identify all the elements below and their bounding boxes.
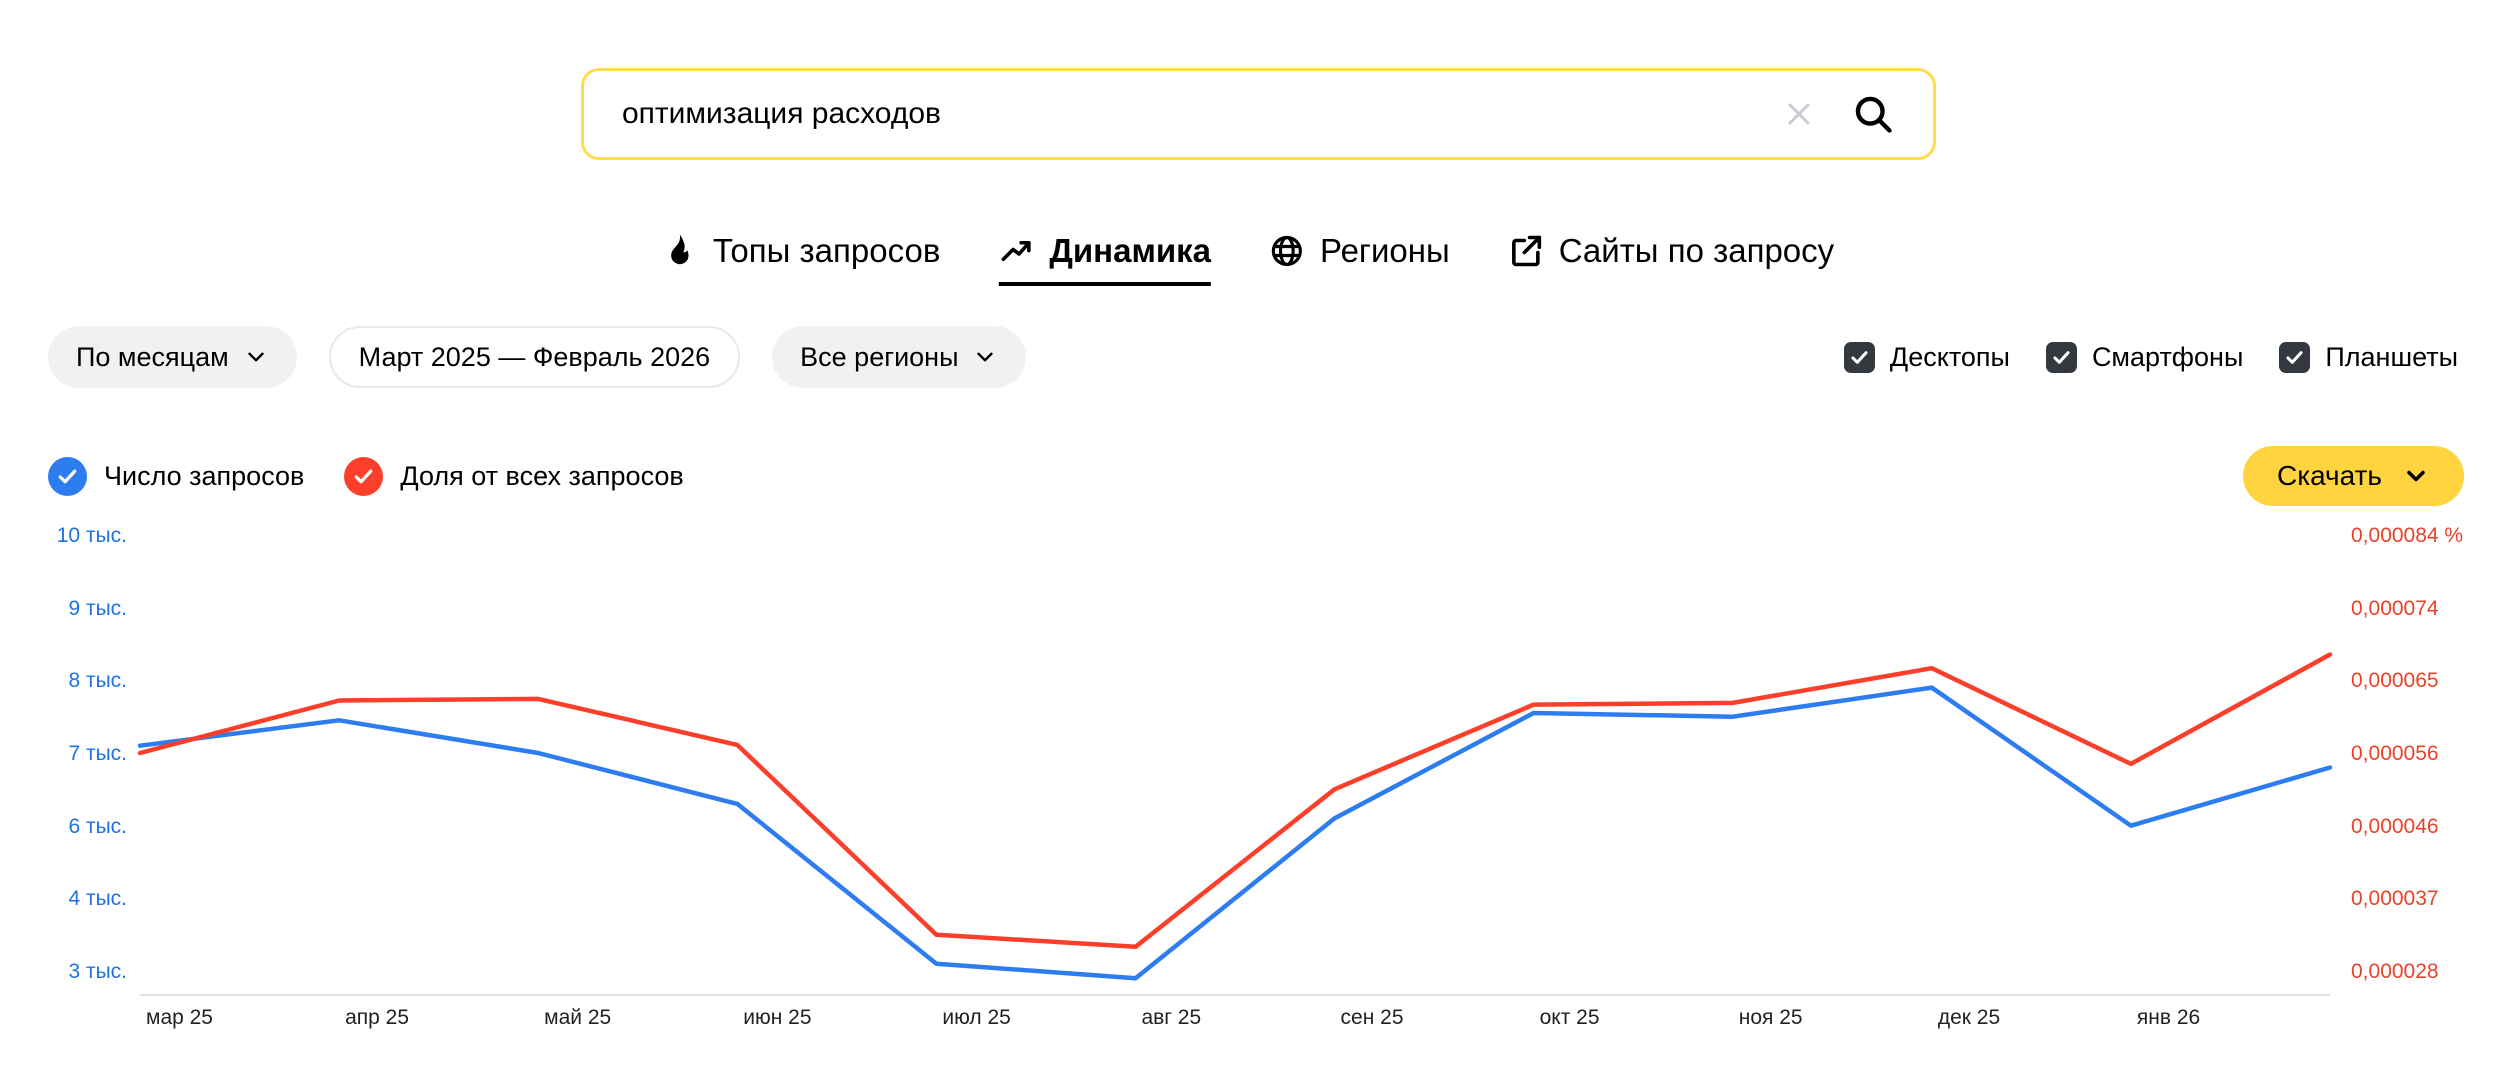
device-checkbox-desktops[interactable]: Десктопы: [1843, 341, 2010, 373]
device-checkbox-smartphones[interactable]: Смартфоны: [2045, 341, 2244, 373]
x-axis-label: авг 25: [1141, 1006, 1202, 1029]
left-axis-tick-label: 8 тыс.: [68, 669, 127, 693]
left-axis-tick-label: 9 тыс.: [68, 596, 127, 620]
regions-label: Все регионы: [800, 341, 959, 372]
device-label: Смартфоны: [2091, 341, 2244, 372]
search-bar: [581, 68, 1936, 160]
right-axis-tick-label: 0,000028: [2351, 960, 2439, 983]
x-axis-label: янв 26: [2136, 1006, 2201, 1029]
x-axis-label: дек 25: [1937, 1006, 2001, 1029]
trend-icon: [1001, 240, 1031, 262]
left-axis-tick-label: 6 тыс.: [68, 814, 127, 838]
legend-row: Число запросов Доля от всех запросов Ска…: [48, 446, 2464, 506]
device-label: Планшеты: [2325, 341, 2458, 372]
x-axis-label: окт 25: [1539, 1006, 1600, 1029]
period-dropdown[interactable]: По месяцам: [48, 326, 297, 388]
x-axis-label: ноя 25: [1738, 1006, 1803, 1029]
x-axis-label: май 25: [544, 1006, 612, 1029]
tab-label: Сайты по запросу: [1558, 232, 1835, 269]
tab-regions[interactable]: Регионы: [1269, 232, 1450, 286]
device-checkbox-tablets[interactable]: Планшеты: [2279, 341, 2458, 373]
globe-icon: [1271, 235, 1303, 267]
chevron-down-icon: [2407, 470, 2425, 482]
checkbox-checked-icon: [2045, 341, 2077, 373]
x-axis-label: сен 25: [1340, 1006, 1404, 1029]
external-link-icon: [1511, 235, 1542, 267]
x-axis-label: мар 25: [146, 1006, 213, 1029]
left-axis-tick-label: 10 тыс.: [56, 524, 127, 547]
legend-toggle-share[interactable]: Доля от всех запросов: [344, 456, 684, 496]
x-axis-label: апр 25: [345, 1006, 410, 1029]
date-range-picker[interactable]: Март 2025 — Февраль 2026: [328, 326, 741, 388]
clear-icon[interactable]: [1781, 96, 1817, 132]
right-axis-tick-label: 0,000046: [2351, 814, 2439, 838]
chart-line-series-1: [137, 685, 2333, 981]
tab-dynamics[interactable]: Динамика: [998, 232, 1212, 286]
right-axis-tick-label: 0,000084 %: [2351, 524, 2464, 547]
tabs: Топы запросов Динамика Регионы Сайты п: [662, 232, 1834, 286]
download-label: Скачать: [2277, 460, 2382, 491]
legend-toggle-queries[interactable]: Число запросов: [48, 456, 305, 496]
chart-line-series-2: [137, 652, 2333, 950]
download-button[interactable]: Скачать: [2243, 446, 2464, 506]
chevron-down-icon: [247, 352, 264, 362]
chevron-down-icon: [977, 352, 994, 362]
blue-check-icon: [48, 456, 87, 496]
tab-label: Динамика: [1049, 232, 1212, 269]
tab-label: Регионы: [1320, 232, 1450, 269]
left-axis-tick-label: 7 тыс.: [68, 742, 127, 765]
regions-dropdown[interactable]: Все регионы: [772, 326, 1027, 388]
legend-label-queries: Число запросов: [104, 460, 305, 491]
search-icon[interactable]: [1851, 92, 1895, 136]
left-axis-tick-label: 3 тыс.: [68, 960, 127, 983]
x-axis-label: июл 25: [942, 1006, 1011, 1029]
red-check-icon: [344, 456, 384, 496]
right-axis-tick-label: 0,000065: [2351, 669, 2439, 693]
device-label: Десктопы: [1889, 341, 2010, 372]
tab-sites[interactable]: Сайты по запросу: [1508, 232, 1834, 286]
tab-tops[interactable]: Топы запросов: [662, 232, 941, 286]
checkbox-checked-icon: [1843, 341, 1875, 373]
date-range-label: Март 2025 — Февраль 2026: [358, 341, 711, 372]
checkbox-checked-icon: [2279, 341, 2311, 373]
right-axis-tick-label: 0,000037: [2351, 887, 2439, 911]
x-axis-label: июн 25: [743, 1006, 812, 1029]
right-axis-tick-label: 0,000056: [2351, 742, 2439, 765]
flame-icon: [671, 234, 689, 265]
device-filters: Десктопы Смартфоны Планшеты: [1843, 341, 2458, 373]
tab-label: Топы запросов: [712, 232, 941, 269]
period-label: По месяцам: [76, 341, 229, 372]
left-axis-tick-label: 4 тыс.: [68, 887, 127, 911]
filters-row: По месяцам Март 2025 — Февраль 2026 Все …: [48, 326, 2458, 388]
search-input[interactable]: [584, 71, 1781, 157]
legend-label-share: Доля от всех запросов: [400, 460, 684, 491]
right-axis-tick-label: 0,000074: [2351, 596, 2439, 620]
